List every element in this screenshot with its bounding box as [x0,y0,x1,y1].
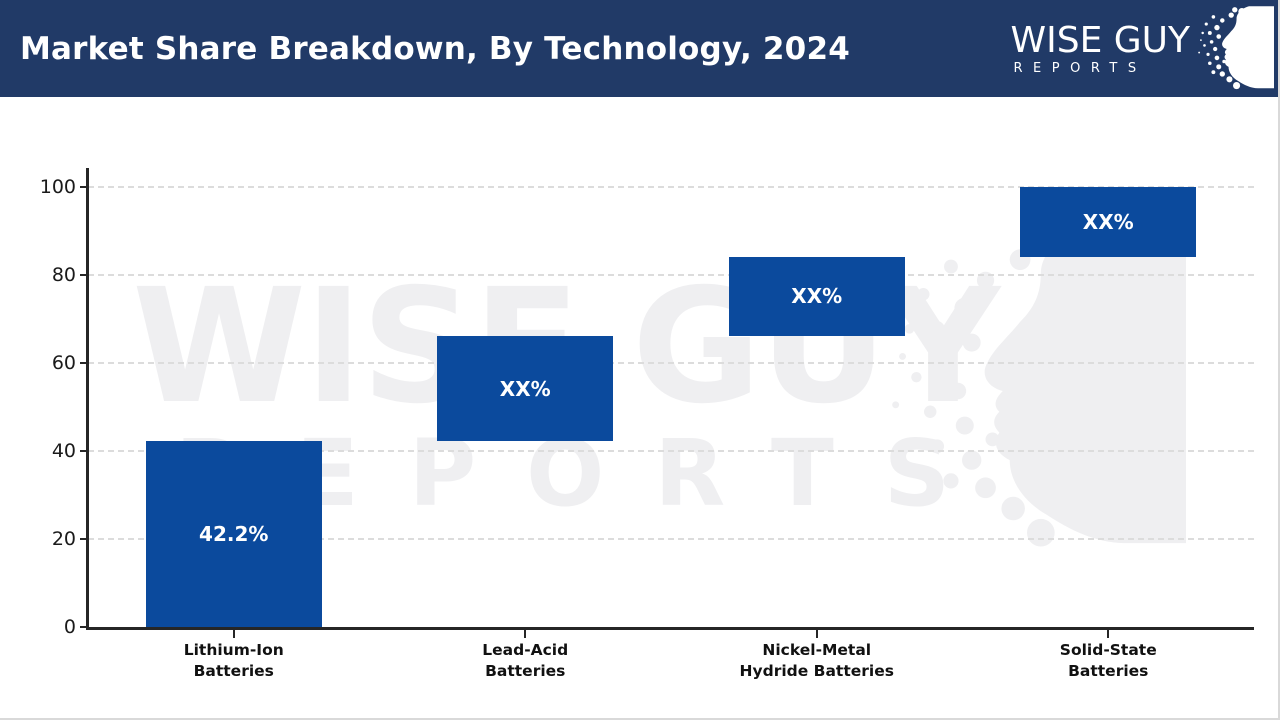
bar: 42.2% [145,441,322,627]
y-axis-tickmark [80,274,88,276]
category-label-line: Batteries [485,661,566,680]
y-axis-tick-label: 40 [51,440,76,462]
y-axis-tickmark [80,362,88,364]
header-banner: Market Share Breakdown, By Technology, 2… [0,0,1279,97]
bar-value-label: 42.2% [199,522,269,547]
y-axis-tickmark [80,186,88,188]
x-axis-tickmark [524,629,527,638]
y-axis-tick-label: 20 [51,528,76,550]
gridline [88,538,1254,540]
category-label-line: Hydride Batteries [739,661,894,680]
gridline [88,274,1254,276]
category-label-line: Lead-Acid [482,641,569,659]
x-axis-category-label: Lead-Acid Batteries [380,640,670,682]
logo-reports-text: REPORTS [1013,60,1147,76]
y-axis-tick-label: 80 [51,264,76,286]
logo-wordmark: WISE GUY [1010,19,1191,61]
gridline [88,186,1254,188]
y-axis-tickmark [80,626,88,628]
bar-value-label: XX% [499,376,551,401]
x-axis-category-label: Lithium-Ion Batteries [89,640,379,682]
x-axis-tickmark [1107,629,1110,638]
category-label-line: Batteries [193,661,274,680]
bar: XX% [1020,187,1197,257]
wise-guy-reports-logo: WISE GUY REPORTS [1010,0,1279,97]
bar: XX% [728,256,905,336]
x-axis-line [86,627,1254,630]
bar: XX% [437,335,614,442]
category-label-line: Nickel-Metal [762,641,872,659]
logo-face-dots-icon [1198,5,1274,89]
y-axis-line [86,168,89,629]
chart-title: Market Share Breakdown, By Technology, 2… [20,30,850,67]
bar-value-label: XX% [1082,209,1134,234]
category-label-line: Solid-State [1059,641,1157,659]
gridline [88,362,1254,364]
x-axis-category-label: Solid-State Batteries [963,640,1253,682]
gridline [88,450,1254,452]
x-axis-category-label: Nickel-Metal Hydride Batteries [672,640,962,682]
logo-text: WISE GUY REPORTS [1010,19,1191,76]
category-label-line: Batteries [1068,661,1149,680]
y-axis-tickmark [80,450,88,452]
y-axis-tickmark [80,538,88,540]
bar-value-label: XX% [791,284,843,309]
y-axis-tick-label: 0 [63,616,76,638]
y-axis-tick-label: 60 [51,352,76,374]
y-axis-tick-label: 100 [39,176,76,198]
category-label-line: Lithium-Ion [183,641,284,659]
x-axis-tickmark [232,629,235,638]
x-axis-tickmark [815,629,818,638]
